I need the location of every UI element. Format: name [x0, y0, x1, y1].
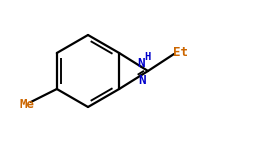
Text: Me: Me — [19, 99, 34, 112]
Text: H: H — [144, 52, 151, 62]
Text: N: N — [137, 57, 144, 70]
Text: Et: Et — [174, 45, 189, 58]
Text: N: N — [138, 74, 145, 87]
